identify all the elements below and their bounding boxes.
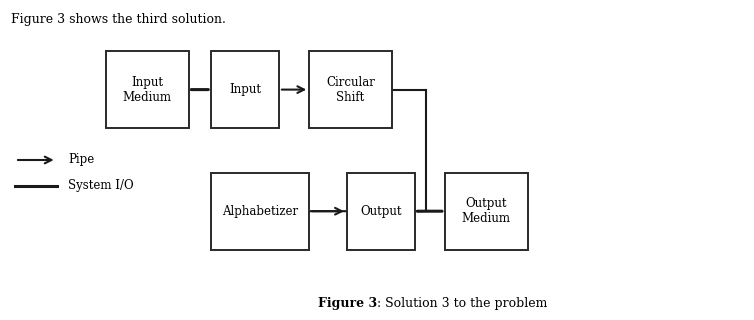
Text: Figure 3 shows the third solution.: Figure 3 shows the third solution. <box>11 13 226 26</box>
Text: Input: Input <box>229 83 261 96</box>
Text: Pipe: Pipe <box>68 154 94 166</box>
Bar <box>445 173 528 250</box>
Bar <box>309 51 392 128</box>
Bar <box>347 173 415 250</box>
Text: : Solution 3 to the problem: : Solution 3 to the problem <box>377 297 547 310</box>
Text: Output: Output <box>360 205 402 218</box>
Text: Output
Medium: Output Medium <box>462 197 510 225</box>
Text: System I/O: System I/O <box>68 179 133 192</box>
Text: Alphabetizer: Alphabetizer <box>222 205 298 218</box>
Text: Figure 3: Figure 3 <box>318 297 377 310</box>
Bar <box>106 51 188 128</box>
Bar <box>211 51 279 128</box>
Text: Input
Medium: Input Medium <box>123 76 171 104</box>
Bar <box>211 173 309 250</box>
Text: Circular
Shift: Circular Shift <box>326 76 375 104</box>
